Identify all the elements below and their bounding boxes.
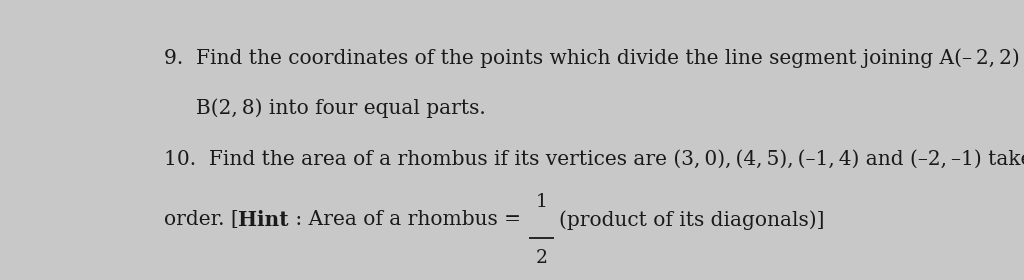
- Text: 2: 2: [536, 249, 548, 267]
- Text: B(2, 8) into four equal parts.: B(2, 8) into four equal parts.: [164, 98, 485, 118]
- Text: Hint: Hint: [239, 210, 289, 230]
- Text: (product of its diagonals)]: (product of its diagonals)]: [559, 210, 824, 230]
- Text: 10.  Find the area of a rhombus if its vertices are (3, 0), (4, 5), (–1, 4) and : 10. Find the area of a rhombus if its ve…: [164, 150, 1024, 169]
- Text: : Area of a rhombus =: : Area of a rhombus =: [289, 210, 527, 229]
- Text: order. [: order. [: [164, 210, 239, 229]
- Text: 9.  Find the coordinates of the points which divide the line segment joining A(–: 9. Find the coordinates of the points wh…: [164, 49, 1024, 68]
- Text: 1: 1: [536, 193, 548, 211]
